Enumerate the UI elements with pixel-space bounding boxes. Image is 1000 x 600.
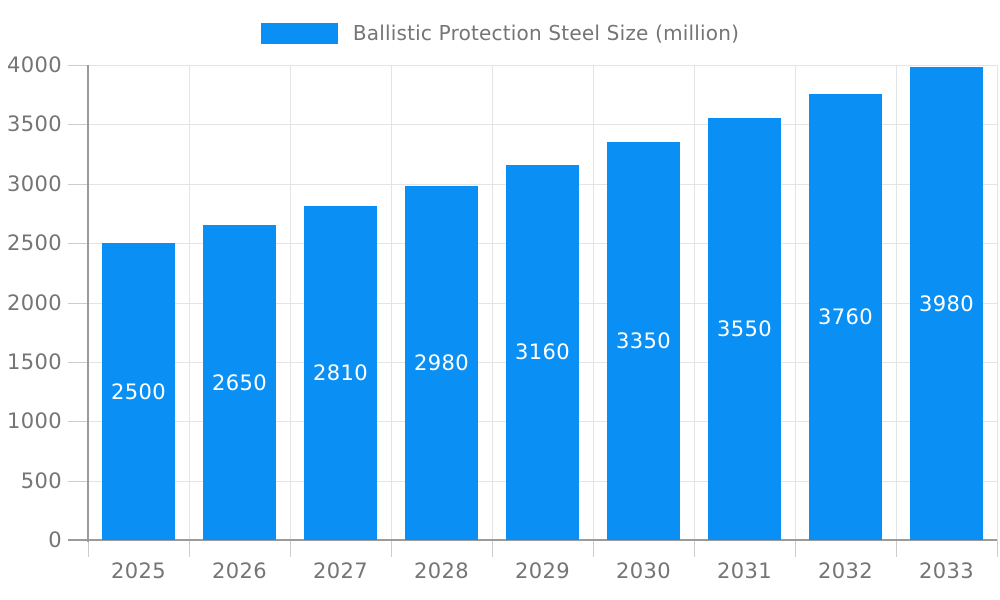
bar-value-label: 3550 <box>716 317 773 342</box>
chart-legend[interactable]: Ballistic Protection Steel Size (million… <box>0 21 1000 45</box>
y-tick-label: 4000 <box>6 53 62 77</box>
bar: 2650 <box>203 225 276 540</box>
x-tick <box>391 540 392 557</box>
bar-value-label: 2500 <box>110 379 167 404</box>
x-tick-label: 2031 <box>716 559 773 583</box>
bar: 3160 <box>506 164 579 541</box>
x-grid-line <box>492 65 493 540</box>
x-grid-line <box>896 65 897 540</box>
x-tick-label: 2033 <box>918 559 975 583</box>
x-tick <box>492 540 493 557</box>
x-grid-line <box>694 65 695 540</box>
bar-value-label: 2810 <box>312 361 369 386</box>
bar: 3760 <box>809 93 882 540</box>
bar: 3550 <box>708 118 781 540</box>
y-tick <box>68 184 88 185</box>
bar-value-label: 2650 <box>211 370 268 395</box>
x-tick-label: 2025 <box>110 559 167 583</box>
x-tick-label: 2030 <box>615 559 672 583</box>
y-tick <box>68 243 88 244</box>
y-tick-label: 500 <box>20 469 62 493</box>
bar-value-label: 3980 <box>918 291 975 316</box>
y-tick-label: 1500 <box>6 350 62 374</box>
x-grid-line <box>391 65 392 540</box>
x-tick <box>593 540 594 557</box>
y-tick <box>68 303 88 304</box>
bar: 2810 <box>304 206 377 540</box>
legend-swatch-icon <box>260 22 338 44</box>
x-tick-label: 2032 <box>817 559 874 583</box>
bar: 2500 <box>102 243 175 540</box>
bar-value-label: 2980 <box>413 351 470 376</box>
x-grid-line <box>795 65 796 540</box>
x-tick-label: 2027 <box>312 559 369 583</box>
bar: 2980 <box>405 186 478 540</box>
x-tick <box>189 540 190 557</box>
x-grid-line <box>189 65 190 540</box>
x-tick <box>795 540 796 557</box>
y-tick-label: 3500 <box>6 112 62 136</box>
x-grid-line <box>593 65 594 540</box>
x-tick-label: 2026 <box>211 559 268 583</box>
x-grid-line <box>997 65 998 540</box>
x-tick <box>896 540 897 557</box>
bar-value-label: 3760 <box>817 304 874 329</box>
bar-value-label: 3350 <box>615 329 672 354</box>
y-grid-line <box>88 124 997 125</box>
bar-value-label: 3160 <box>514 340 571 365</box>
y-tick-label: 1000 <box>6 409 62 433</box>
y-tick-label: 2500 <box>6 231 62 255</box>
y-tick <box>68 481 88 482</box>
y-grid-line <box>88 65 997 66</box>
y-tick <box>68 362 88 363</box>
y-tick-label: 0 <box>48 528 62 552</box>
x-tick <box>694 540 695 557</box>
y-tick <box>68 65 88 66</box>
y-tick-label: 2000 <box>6 291 62 315</box>
x-grid-line <box>290 65 291 540</box>
y-tick-label: 3000 <box>6 172 62 196</box>
bar: 3350 <box>607 142 680 540</box>
bar: 3980 <box>910 67 983 540</box>
x-tick <box>88 540 89 557</box>
x-tick-label: 2028 <box>413 559 470 583</box>
y-tick <box>68 421 88 422</box>
legend-label: Ballistic Protection Steel Size (million… <box>352 21 740 45</box>
x-tick <box>997 540 998 557</box>
y-axis-line <box>87 65 89 542</box>
x-tick <box>290 540 291 557</box>
y-tick <box>68 124 88 125</box>
x-tick-label: 2029 <box>514 559 571 583</box>
